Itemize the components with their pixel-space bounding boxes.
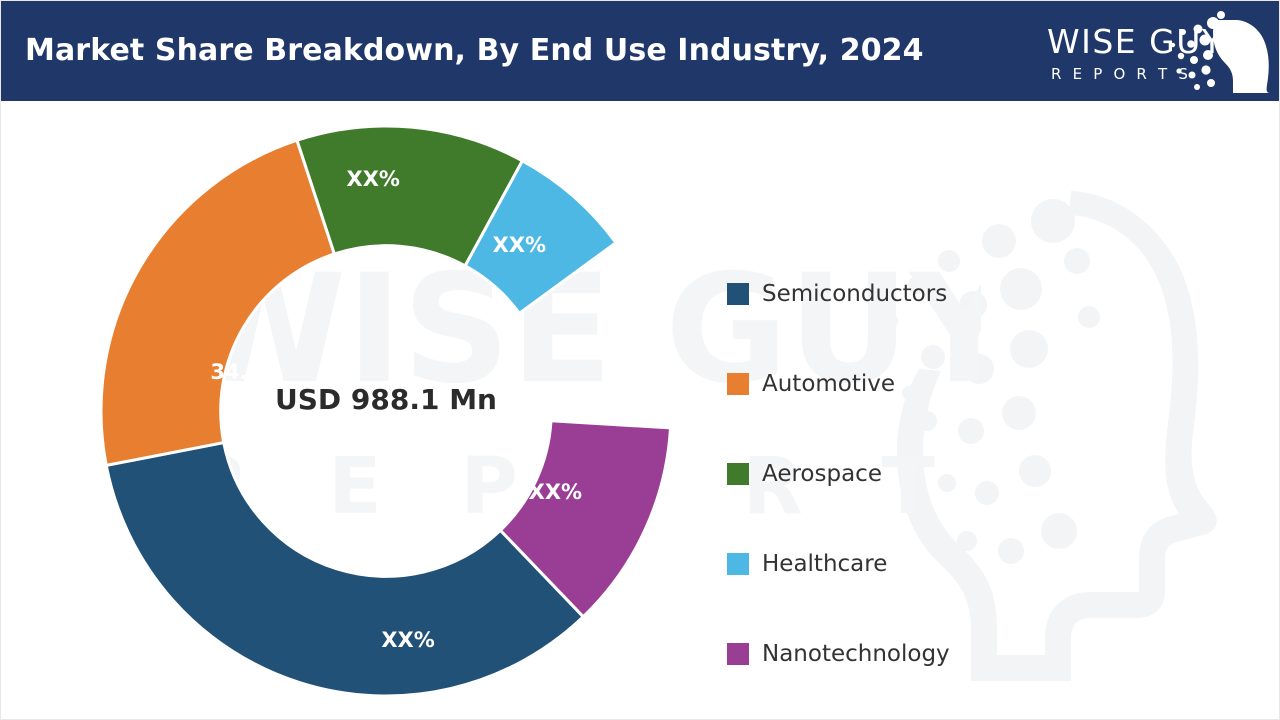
wise-guy-reports-logo: WISE GUY R E P O R T S (1047, 11, 1271, 93)
legend-item-semiconductors[interactable]: Semiconductors (727, 249, 1147, 339)
chart-legend: Semiconductors Automotive Aerospace Healthc… (727, 249, 1147, 699)
header-bar: Market Share Breakdown, By End Use Indus… (1, 1, 1279, 101)
legend-item-label: Nanotechnology (762, 641, 950, 667)
legend-swatch-icon (727, 553, 749, 575)
donut-slice-aerospace[interactable] (295, 124, 525, 268)
legend-item-label: Healthcare (762, 551, 888, 577)
legend-swatch-icon (727, 463, 749, 485)
legend-item-automotive[interactable]: Automotive (727, 339, 1147, 429)
legend-item-healthcare[interactable]: Healthcare (727, 519, 1147, 609)
legend-item-aerospace[interactable]: Aerospace (727, 429, 1147, 519)
logo-head-icon (1170, 11, 1271, 93)
donut-slice-nanotechnology[interactable] (498, 419, 673, 619)
donut-slice-automotive[interactable] (99, 138, 337, 468)
legend-swatch-icon (727, 373, 749, 395)
legend-item-label: Automotive (762, 371, 896, 397)
legend-swatch-icon (727, 643, 749, 665)
legend-item-label: Semiconductors (762, 281, 948, 307)
logo-line2: R E P O R T S (1051, 65, 1191, 83)
donut-chart: USD 988.1 Mn 34.1% XX% XX% XX% XX% (96, 121, 676, 701)
legend-swatch-icon (727, 283, 749, 305)
donut-slice-healthcare[interactable] (463, 158, 619, 316)
page-title: Market Share Breakdown, By End Use Indus… (25, 33, 924, 68)
donut-chart-svg (99, 124, 673, 698)
legend-item-label: Aerospace (762, 461, 882, 487)
donut-slice-semiconductors[interactable] (104, 440, 586, 698)
legend-item-nanotechnology[interactable]: Nanotechnology (727, 609, 1147, 699)
